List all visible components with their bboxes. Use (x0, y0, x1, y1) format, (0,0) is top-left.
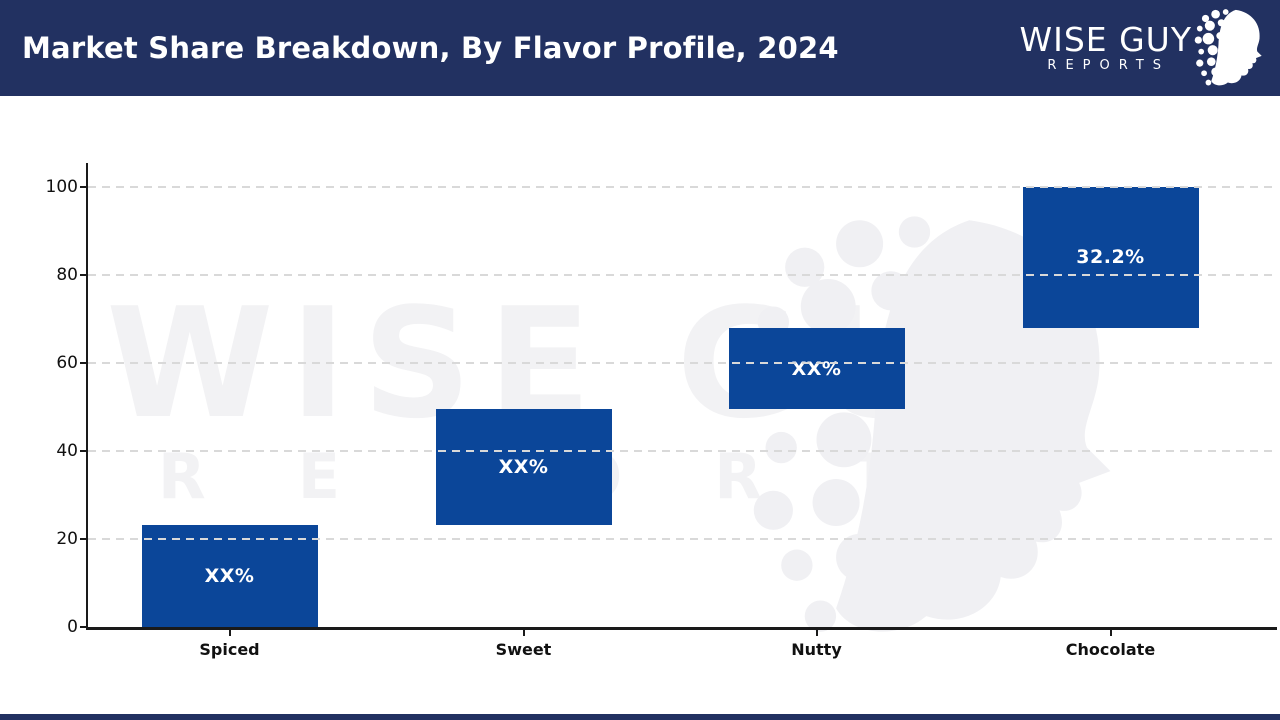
wiseguy-logo: WISE GUY REPORTS (1019, 7, 1266, 89)
bar-value-label: XX% (204, 564, 255, 587)
y-tick-label: 20 (56, 528, 78, 549)
y-tick-label: 0 (67, 617, 78, 637)
logo-tagline: REPORTS (1047, 58, 1171, 74)
y-axis-line (86, 163, 88, 630)
bar-value-label: XX% (498, 456, 549, 479)
y-tick-mark (80, 537, 88, 540)
gridline-20 (88, 537, 1277, 540)
x-tick-label-spiced: Spiced (199, 640, 260, 659)
bar-sweet: XX% (435, 409, 612, 525)
footer-accent-bar (0, 714, 1280, 720)
page-title: Market Share Breakdown, By Flavor Profil… (22, 31, 839, 65)
header: Market Share Breakdown, By Flavor Profil… (0, 0, 1280, 96)
bar-value-label: 32.2% (1076, 246, 1145, 269)
gridline-40 (88, 449, 1277, 452)
x-tick-label-sweet: Sweet (495, 640, 552, 659)
bar-spiced: XX% (141, 524, 318, 627)
logo-text: WISE GUY REPORTS (1019, 19, 1192, 74)
gridline-100 (88, 185, 1277, 188)
y-tick-label: 100 (45, 176, 78, 197)
gridline-80 (88, 273, 1277, 276)
x-tick-mark (522, 630, 525, 636)
y-tick-mark (80, 273, 88, 276)
y-tick-label: 40 (56, 440, 78, 461)
y-tick-mark (80, 361, 88, 364)
logo-wordmark: WISE GUY (1019, 19, 1192, 59)
bar-nutty: XX% (728, 328, 905, 410)
y-tick-mark (80, 449, 88, 452)
x-tick-mark (228, 630, 231, 636)
x-tick-mark (1109, 630, 1112, 636)
x-axis-line (86, 627, 1277, 630)
y-tick-label: 80 (56, 264, 78, 285)
logo-head-icon (1194, 9, 1262, 86)
x-tick-mark (815, 630, 818, 636)
bar-chocolate: 32.2% (1022, 186, 1199, 329)
gridline-60 (88, 361, 1277, 364)
y-tick-mark (80, 626, 88, 628)
y-tick-mark (80, 185, 88, 188)
x-tick-label-chocolate: Chocolate (1065, 640, 1156, 659)
y-tick-label: 60 (56, 352, 78, 373)
x-tick-label-nutty: Nutty (791, 640, 842, 659)
